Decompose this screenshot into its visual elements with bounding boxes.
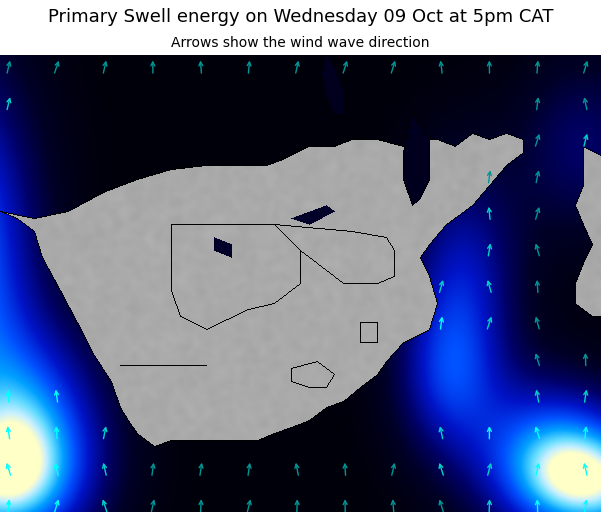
Text: Primary Swell energy on Wednesday 09 Oct at 5pm CAT: Primary Swell energy on Wednesday 09 Oct…	[47, 8, 554, 26]
Text: Arrows show the wind wave direction: Arrows show the wind wave direction	[171, 36, 430, 50]
